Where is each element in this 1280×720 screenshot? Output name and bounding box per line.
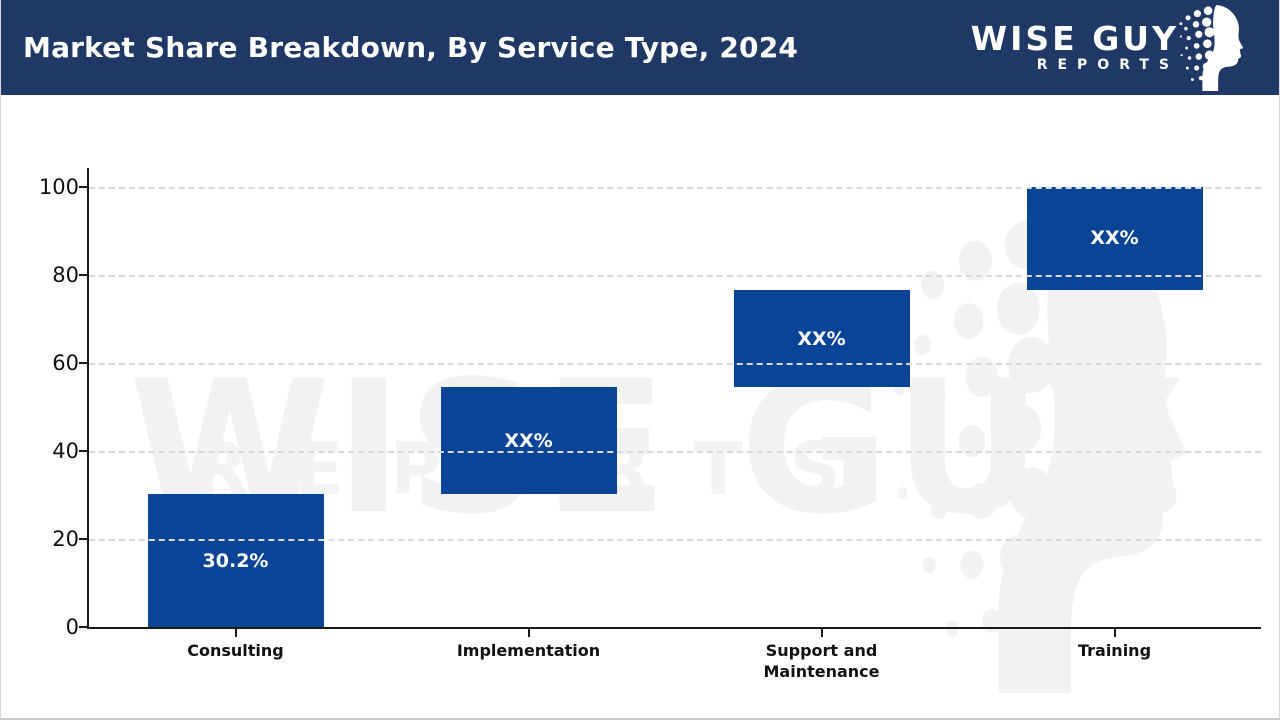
bar-value-label-3: XX% — [1090, 227, 1139, 250]
y-tick-label-20: 20 — [52, 527, 79, 551]
x-tick-label-2: Support and Maintenance — [763, 641, 880, 681]
y-tick-label-100: 100 — [38, 175, 79, 199]
gridline-100 — [89, 187, 1261, 189]
logo-wordmark: WISE GUY — [970, 18, 1179, 58]
page-title: Market Share Breakdown, By Service Type,… — [23, 31, 799, 64]
gridline-80 — [89, 275, 1261, 277]
x-tick-label-0: Consulting — [187, 641, 284, 660]
y-tick-mark-0 — [79, 626, 87, 628]
x-tick-label-3: Training — [1077, 641, 1152, 660]
x-tick-mark-0 — [234, 629, 237, 637]
y-tick-mark-100 — [79, 186, 87, 188]
bar-value-label-2: XX% — [797, 327, 846, 350]
logo-subtitle: REPORTS — [1036, 57, 1179, 74]
report-header: Market Share Breakdown, By Service Type,… — [1, 0, 1279, 95]
x-axis — [87, 627, 1261, 629]
bar-training — [1026, 187, 1203, 290]
y-tick-label-60: 60 — [52, 351, 79, 375]
y-tick-label-0: 0 — [65, 615, 79, 639]
y-tick-mark-60 — [79, 362, 87, 364]
y-axis — [87, 168, 89, 629]
bar-support-and-maintenance — [733, 289, 910, 388]
bar-implementation — [440, 387, 617, 495]
bar-consulting — [147, 494, 324, 627]
x-tick-mark-3 — [1113, 629, 1116, 637]
y-tick-mark-80 — [79, 274, 87, 276]
wiseguy-logo-text: WISE GUY REPORTS — [970, 18, 1179, 74]
y-tick-mark-40 — [79, 450, 87, 452]
y-tick-mark-20 — [79, 538, 87, 540]
x-tick-mark-2 — [820, 629, 823, 637]
gridline-40 — [89, 451, 1261, 453]
y-tick-label-40: 40 — [52, 439, 79, 463]
x-tick-label-1: Implementation — [456, 641, 601, 660]
gridline-60 — [89, 363, 1261, 365]
bar-value-label-0: 30.2% — [202, 549, 269, 572]
wiseguy-logo: WISE GUY REPORTS — [971, 0, 1257, 95]
bar-value-label-1: XX% — [504, 429, 553, 452]
y-tick-label-80: 80 — [52, 263, 79, 287]
chart-area: WISE GUY REPORTS 02040608010030.2%Consul… — [1, 95, 1279, 718]
gridline-20 — [89, 539, 1261, 541]
x-tick-mark-1 — [527, 629, 530, 637]
